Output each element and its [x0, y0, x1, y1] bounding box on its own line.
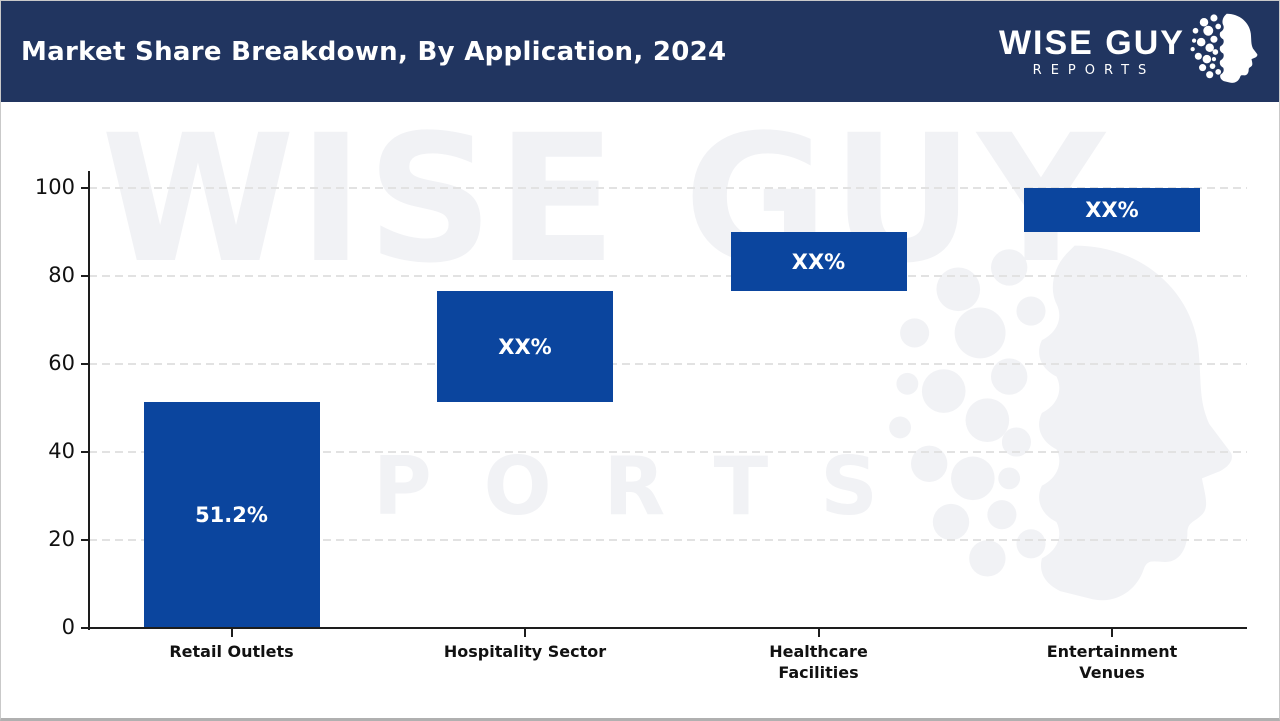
category-label-line: Facilities [778, 662, 859, 682]
gridline-20 [89, 538, 1247, 541]
category-label-1: Hospitality Sector [405, 641, 645, 662]
ytick-label-100: 100 [34, 174, 75, 199]
xtick-mark-2 [817, 628, 820, 637]
ytick-label-40: 40 [48, 438, 75, 463]
ytick-label-0: 0 [61, 614, 75, 639]
ytick-mark-80 [81, 274, 89, 277]
gridline-60 [89, 362, 1247, 365]
ytick-mark-0 [81, 626, 89, 629]
gridline-80 [89, 274, 1247, 277]
category-label-0: Retail Outlets [112, 641, 352, 662]
watermark-head-icon [889, 245, 1232, 601]
xtick-mark-0 [230, 628, 233, 637]
category-label-2: Healthcare Facilities [699, 641, 939, 683]
bar-value-label: 51.2% [195, 502, 268, 527]
bar-value-label: XX% [791, 249, 846, 274]
xtick-mark-1 [524, 628, 526, 637]
ytick-label-60: 60 [48, 350, 75, 375]
ytick-mark-100 [81, 186, 89, 189]
bar-healthcare-facilities: XX% [730, 232, 907, 291]
gridline-40 [89, 450, 1247, 453]
wiseguy-head-icon [1190, 13, 1258, 83]
bar-value-label: XX% [1085, 197, 1139, 222]
ytick-label-20: 20 [48, 526, 75, 551]
bar-entertainment-venues: XX% [1024, 187, 1200, 233]
wiseguy-logo: WISE GUY REPORTS [999, 8, 1265, 96]
watermark-wordmark: WISE GUY [101, 97, 1108, 302]
y-axis [88, 171, 90, 630]
bar-hospitality-sector: XX% [437, 290, 613, 403]
x-axis [88, 626, 1247, 629]
chart-area: WISE GUY PORTS 0 20 40 60 80 100 51.2% Retail O… [1, 97, 1279, 718]
logo-line2: REPORTS [1032, 63, 1156, 78]
category-label-line: Hospitality Sector [443, 641, 607, 661]
logo-line1: WISE GUY [998, 24, 1185, 62]
xtick-mark-3 [1111, 628, 1113, 637]
gridline-100 [89, 186, 1247, 189]
category-label-line: Venues [1079, 662, 1145, 682]
category-label-line: Entertainment [1046, 641, 1178, 661]
chart-title: Market Share Breakdown, By Application, … [21, 36, 727, 67]
bar-value-label: XX% [498, 334, 552, 359]
category-label-3: Entertainment Venues [992, 641, 1232, 683]
header: Market Share Breakdown, By Application, … [1, 1, 1279, 102]
wiseguy-wordmark: WISE GUY REPORTS [999, 26, 1185, 77]
ytick-mark-20 [81, 538, 89, 541]
bar-retail-outlets: 51.2% [143, 402, 320, 628]
ytick-mark-60 [81, 362, 89, 365]
ytick-mark-40 [81, 450, 89, 453]
category-label-line: Retail Outlets [169, 641, 294, 661]
watermark-wordmark-2: PORTS [373, 440, 930, 533]
ytick-label-80: 80 [48, 262, 75, 287]
category-label-line: Healthcare [769, 641, 868, 661]
